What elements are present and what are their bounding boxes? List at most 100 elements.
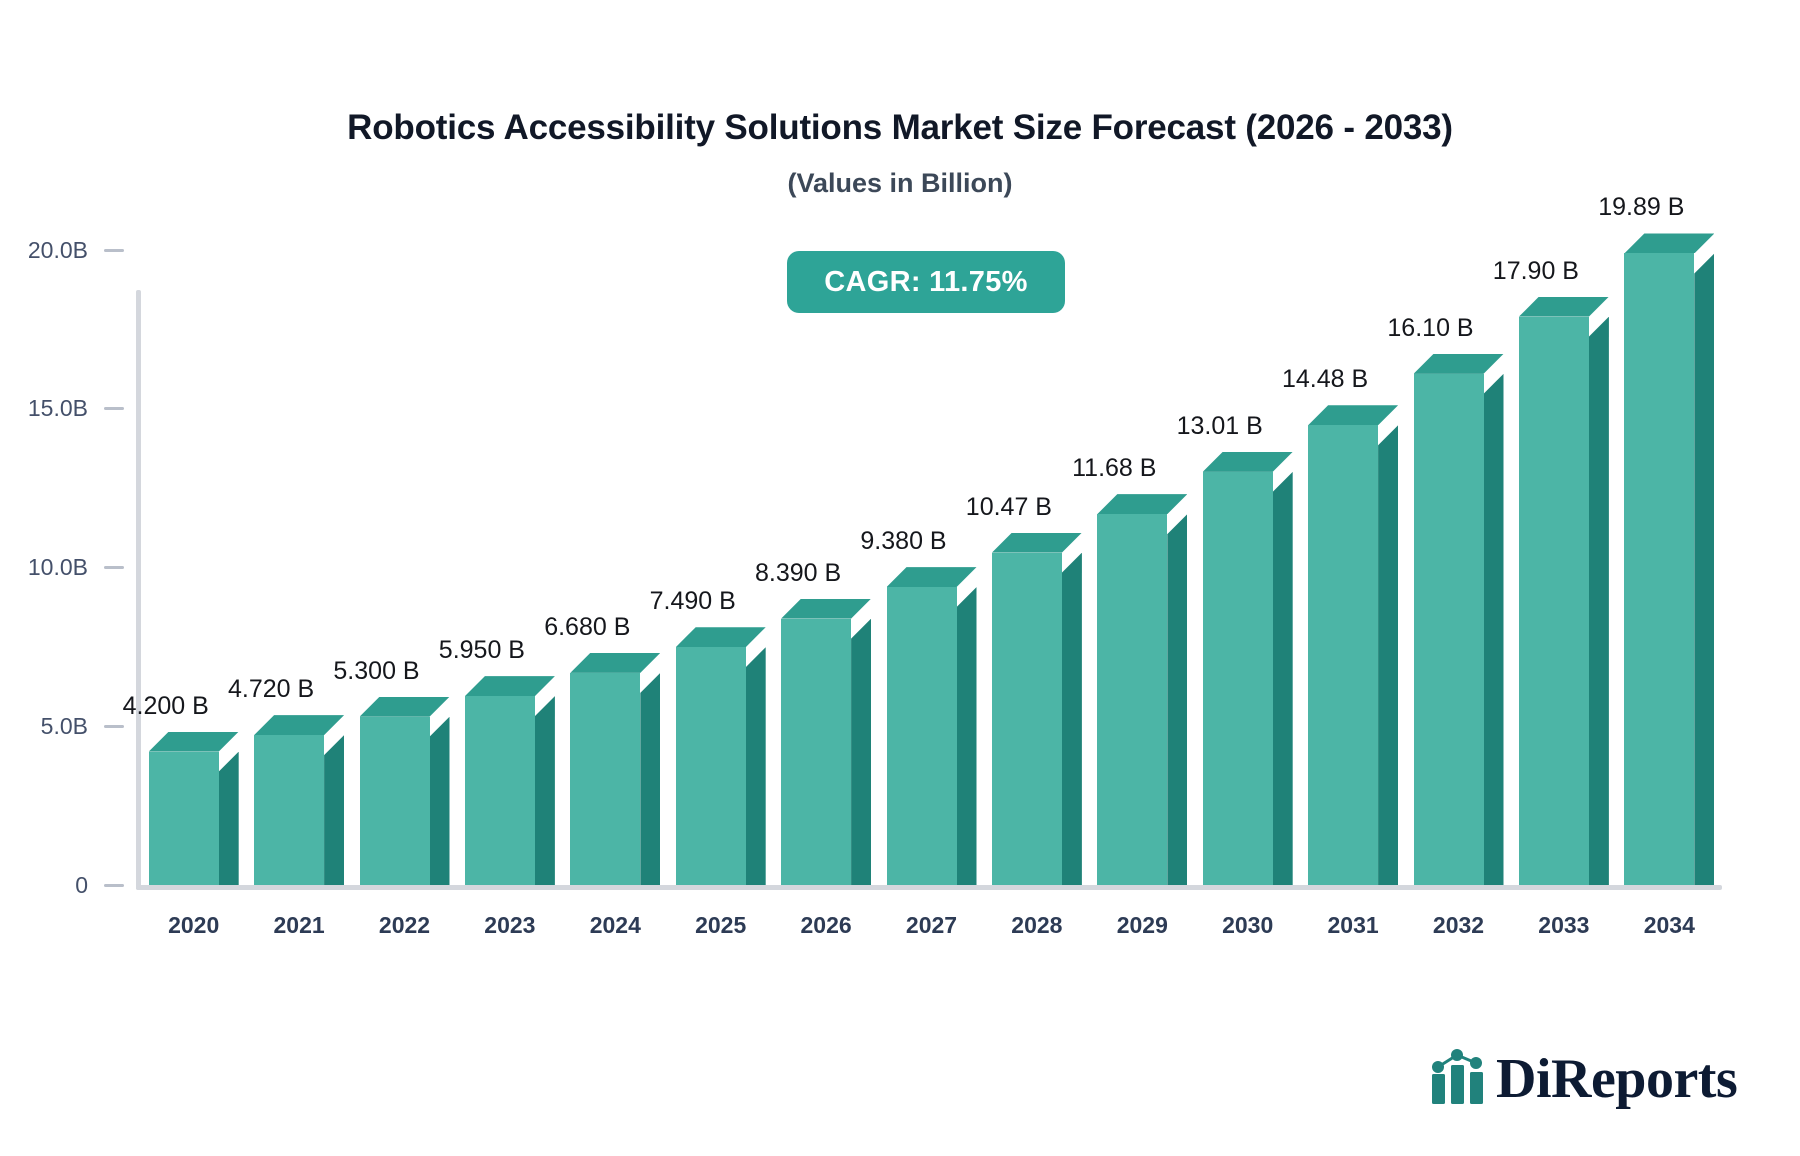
bar[interactable] <box>1518 296 1609 885</box>
bar-value-label: 10.47 B <box>965 492 1052 521</box>
bar-top-face <box>254 715 345 736</box>
bar-front-face <box>1624 253 1695 885</box>
bar[interactable] <box>886 567 977 885</box>
bar-top-face <box>464 676 555 697</box>
bar[interactable] <box>359 696 450 885</box>
bar-front-face <box>781 618 852 885</box>
bar[interactable] <box>254 715 345 885</box>
bar-value-label: 16.10 B <box>1387 313 1474 342</box>
bar-value-label: 4.200 B <box>122 691 209 720</box>
bar-value-label: 17.90 B <box>1492 256 1579 285</box>
bar[interactable] <box>1097 494 1188 885</box>
bar[interactable] <box>464 676 555 885</box>
bar-front-face <box>1097 514 1168 885</box>
bar-top-face <box>1202 451 1293 472</box>
bar-value-label: 9.380 B <box>860 527 947 556</box>
x-axis-tick-label: 2020 <box>168 912 220 938</box>
bar-top-face <box>991 532 1082 553</box>
bar[interactable] <box>991 532 1082 885</box>
y-axis-tick: 5.0B <box>0 713 136 739</box>
bar-value-label: 14.48 B <box>1282 365 1369 394</box>
bar-front-face <box>1202 471 1273 885</box>
bar-top-face <box>1308 405 1399 426</box>
bar-side-face <box>851 618 872 885</box>
bar-side-face <box>324 735 345 885</box>
bar[interactable] <box>1413 353 1504 885</box>
bar-value-label: 7.490 B <box>649 587 736 616</box>
bar-top-face <box>675 627 766 648</box>
bar-top-face <box>570 652 661 673</box>
y-axis-tick-label: 10.0B <box>27 554 88 580</box>
bar-front-face <box>886 587 957 885</box>
brand-logo: DiReports <box>1430 1048 1738 1109</box>
x-axis-line <box>136 885 1722 890</box>
bar-value-label: 11.68 B <box>1072 454 1157 483</box>
bar-front-face <box>1518 316 1589 885</box>
bar-top-face <box>781 598 872 619</box>
bar-value-label: 19.89 B <box>1598 193 1685 222</box>
bar-front-face <box>254 735 325 885</box>
bar-top-face <box>886 567 977 588</box>
bar-front-face <box>1308 425 1379 885</box>
bar-front-face <box>464 696 535 885</box>
chart-title: Robotics Accessibility Solutions Market … <box>347 108 1453 147</box>
x-axis-tick-label: 2033 <box>1538 912 1590 938</box>
x-axis-tick-label: 2021 <box>273 912 325 938</box>
bar-value-label: 5.950 B <box>438 636 525 665</box>
y-axis-tick-label: 15.0B <box>27 395 88 422</box>
bar-value-label: 4.720 B <box>228 675 315 704</box>
bar[interactable] <box>148 731 239 885</box>
y-axis-tick: 0 <box>0 872 136 898</box>
bar-side-face <box>218 751 239 885</box>
bar-top-face <box>1518 296 1609 317</box>
x-axis-tick-label: 2034 <box>1643 912 1695 938</box>
bar[interactable] <box>1308 405 1399 885</box>
x-axis-tick-label: 2026 <box>800 912 852 938</box>
bar-side-face <box>640 672 661 885</box>
y-axis-tick-mark <box>104 566 124 569</box>
bar-top-face <box>1097 494 1188 515</box>
bar-front-face <box>148 751 219 885</box>
y-axis-tick-mark <box>104 883 124 887</box>
bar-chart-icon <box>1430 1048 1490 1109</box>
bar-side-face <box>429 716 450 885</box>
x-axis-tick-label: 2031 <box>1327 912 1379 938</box>
bar-side-face <box>1272 471 1293 885</box>
y-axis-tick-label: 20.0B <box>27 236 88 263</box>
y-axis-tick-mark <box>104 407 124 411</box>
x-axis-tick-label: 2024 <box>589 912 641 938</box>
y-axis-tick: 15.0B <box>0 395 136 422</box>
y-axis-tick-mark <box>104 724 124 728</box>
bar-side-face <box>1061 552 1082 885</box>
chart-subtitle: (Values in Billion) <box>787 168 1013 198</box>
bar-side-face <box>1378 425 1399 885</box>
bar-side-face <box>745 647 766 885</box>
x-axis-tick-label: 2030 <box>1222 912 1274 938</box>
bar-side-face <box>956 587 977 885</box>
bar[interactable] <box>675 627 766 885</box>
bar-value-label: 8.390 B <box>755 558 842 587</box>
bar[interactable] <box>1202 451 1293 885</box>
cagr-badge: CAGR: 11.75% <box>787 251 1065 313</box>
bar-top-face <box>148 731 239 752</box>
y-axis-tick: 10.0B <box>0 554 136 580</box>
bar-front-face <box>675 647 746 885</box>
bar-top-face <box>1413 353 1504 374</box>
bar[interactable] <box>781 598 872 885</box>
bar-side-face <box>1483 373 1504 885</box>
y-axis-tick-mark <box>104 248 124 252</box>
bar-front-face <box>991 552 1062 885</box>
y-axis-tick: 20.0B <box>0 236 136 263</box>
bar-side-face <box>1167 514 1188 885</box>
x-axis-tick-label: 2025 <box>695 912 747 938</box>
bar-value-label: 13.01 B <box>1176 411 1263 440</box>
bar-front-face <box>570 672 641 885</box>
bar-front-face <box>359 716 430 885</box>
bar-side-face <box>534 696 555 885</box>
bar[interactable] <box>570 652 661 885</box>
bar[interactable] <box>1624 233 1715 885</box>
x-axis-tick-label: 2027 <box>905 912 958 938</box>
x-axis-tick-label: 2029 <box>1116 912 1168 938</box>
